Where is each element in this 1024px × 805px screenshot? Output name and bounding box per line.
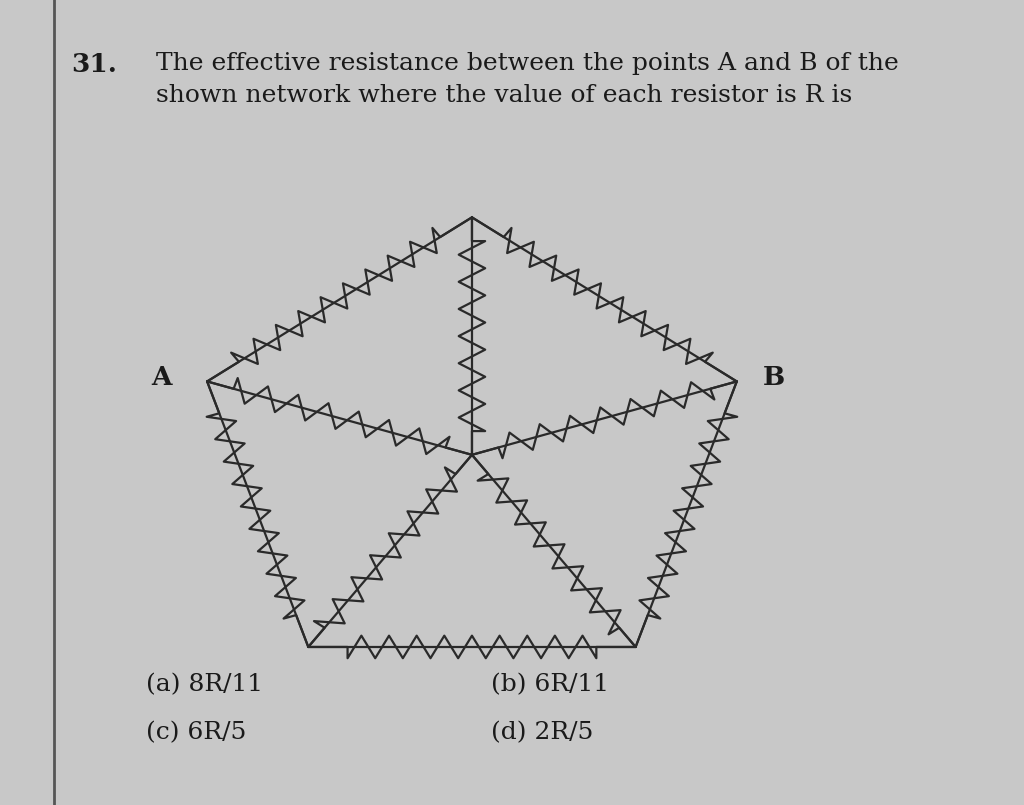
Text: B: B xyxy=(763,365,785,390)
Text: (a) 8R/11: (a) 8R/11 xyxy=(146,673,263,696)
Text: 31.: 31. xyxy=(71,52,117,77)
Text: (d) 2R/5: (d) 2R/5 xyxy=(490,721,593,745)
Text: (c) 6R/5: (c) 6R/5 xyxy=(146,721,247,745)
Text: (b) 6R/11: (b) 6R/11 xyxy=(490,673,609,696)
Text: A: A xyxy=(151,365,171,390)
Text: The effective resistance between the points A and B of the
shown network where t: The effective resistance between the poi… xyxy=(156,52,898,107)
